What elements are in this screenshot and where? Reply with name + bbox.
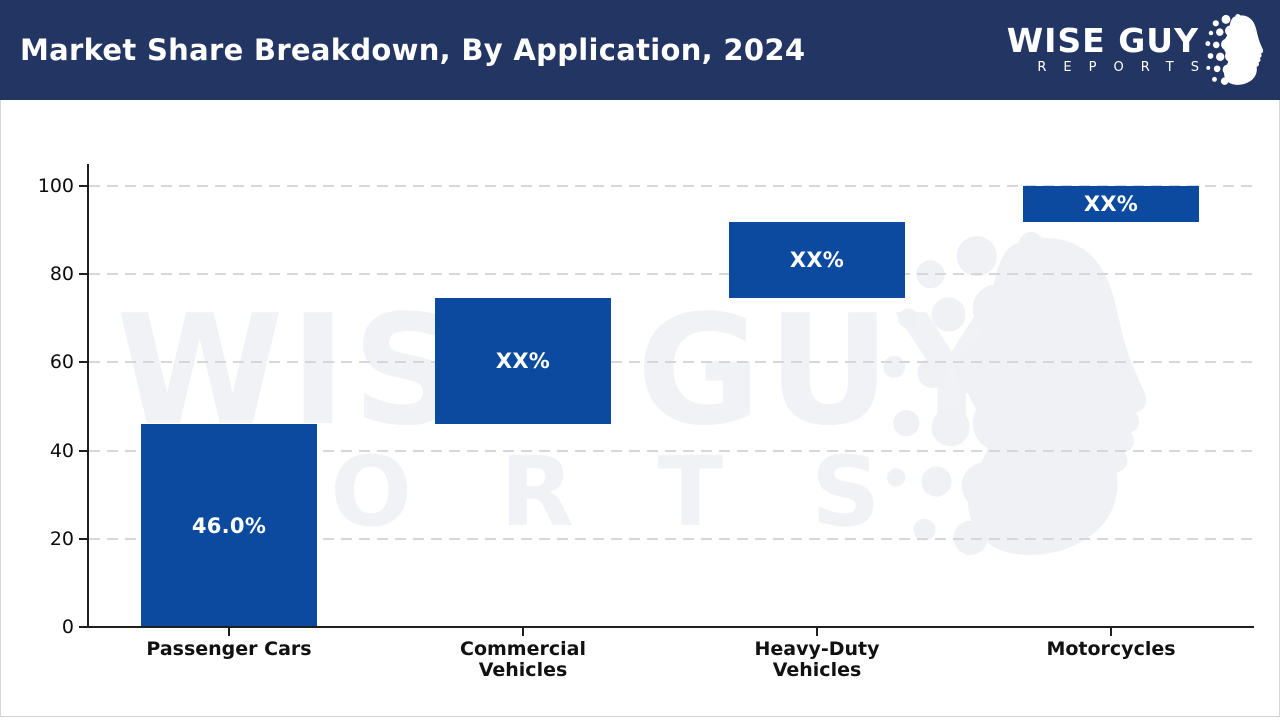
x-tick-passenger-cars: [228, 628, 230, 636]
gridline-40: [89, 449, 1253, 452]
x-category-label-line: Motorcycles: [1046, 638, 1176, 660]
bar-segment-commercial-vehicles: XX%: [435, 298, 611, 425]
brand-logo: WISE GUY REPORTS: [1007, 9, 1267, 91]
y-tick-label-100: 100: [37, 175, 74, 197]
y-tick-0: [79, 626, 87, 628]
gridline-100: [89, 185, 1253, 187]
gridline-80: [89, 273, 1253, 276]
y-axis-line: [87, 164, 89, 628]
x-category-label-line: Vehicles: [772, 659, 862, 681]
brand-text: WISE GUY REPORTS: [1007, 23, 1199, 77]
header-bar: Market Share Breakdown, By Application, …: [0, 0, 1280, 100]
x-category-label-line: Passenger Cars: [146, 638, 312, 660]
page-title: Market Share Breakdown, By Application, …: [20, 33, 806, 67]
x-category-label-line: Vehicles: [478, 659, 568, 681]
x-category-label-line: Heavy-Duty: [754, 638, 880, 660]
y-tick-20: [79, 537, 87, 540]
brand-subtitle: REPORTS: [1037, 60, 1216, 75]
y-tick-100: [79, 185, 87, 187]
y-tick-label-60: 60: [49, 351, 74, 374]
bar-value-label-motorcycles: XX%: [1083, 192, 1139, 217]
bar-segment-passenger-cars: 46.0%: [141, 424, 317, 627]
x-category-label-passenger-cars: Passenger Cars: [82, 639, 376, 660]
x-tick-heavy-duty-vehicles: [816, 628, 818, 636]
y-tick-40: [79, 449, 87, 452]
bar-value-label-heavy-duty-vehicles: XX%: [789, 248, 845, 273]
y-tick-label-40: 40: [49, 439, 74, 462]
y-tick-label-20: 20: [49, 527, 74, 550]
brand-name: WISE GUY: [1006, 21, 1199, 60]
x-category-label-motorcycles: Motorcycles: [964, 639, 1258, 660]
bar-segment-motorcycles: XX%: [1023, 186, 1199, 223]
x-category-label-line: Commercial: [460, 638, 586, 660]
y-tick-60: [79, 361, 87, 364]
gridline-20: [89, 537, 1253, 540]
x-category-label-commercial-vehicles: Commercial Vehicles: [376, 639, 670, 681]
y-tick-label-0: 0: [61, 616, 74, 638]
gridline-60: [89, 361, 1253, 364]
bar-segment-heavy-duty-vehicles: XX%: [729, 222, 905, 299]
face-logo-icon: [1203, 12, 1267, 88]
bar-value-label-commercial-vehicles: XX%: [495, 349, 551, 374]
x-tick-motorcycles: [1110, 628, 1112, 636]
x-category-label-heavy-duty-vehicles: Heavy-Duty Vehicles: [670, 639, 964, 681]
y-tick-80: [79, 273, 87, 276]
y-tick-label-80: 80: [49, 263, 74, 286]
bar-value-label-passenger-cars: 46.0%: [191, 513, 267, 538]
x-axis-line: [87, 626, 1254, 628]
x-tick-commercial-vehicles: [522, 628, 524, 636]
